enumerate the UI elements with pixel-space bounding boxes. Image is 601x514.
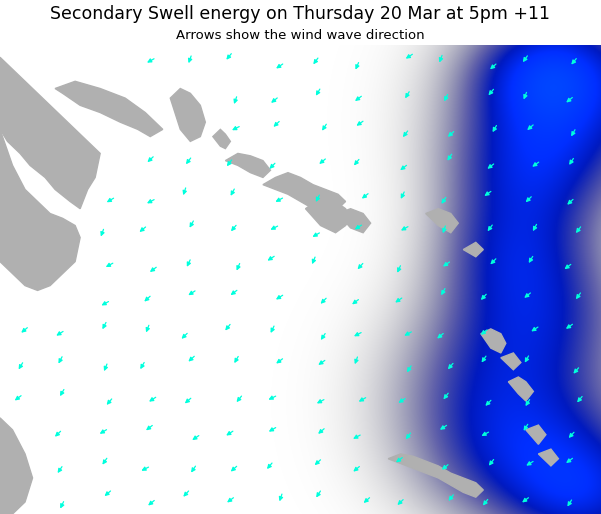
- Polygon shape: [0, 130, 80, 290]
- Polygon shape: [526, 425, 546, 444]
- Polygon shape: [170, 88, 206, 141]
- Polygon shape: [338, 209, 371, 233]
- Polygon shape: [501, 353, 521, 370]
- Polygon shape: [388, 454, 483, 497]
- Polygon shape: [263, 173, 346, 213]
- Polygon shape: [225, 153, 270, 177]
- Polygon shape: [0, 418, 32, 514]
- Polygon shape: [481, 329, 506, 353]
- Polygon shape: [0, 57, 100, 209]
- Text: Secondary Swell energy on Thursday 20 Mar at 5pm +11: Secondary Swell energy on Thursday 20 Ma…: [50, 6, 551, 24]
- Polygon shape: [508, 377, 534, 401]
- Text: Arrows show the wind wave direction: Arrows show the wind wave direction: [176, 29, 425, 42]
- Polygon shape: [213, 130, 230, 149]
- Polygon shape: [538, 449, 558, 466]
- Polygon shape: [426, 209, 459, 233]
- Polygon shape: [55, 81, 163, 137]
- Polygon shape: [305, 197, 350, 233]
- Polygon shape: [463, 243, 483, 257]
